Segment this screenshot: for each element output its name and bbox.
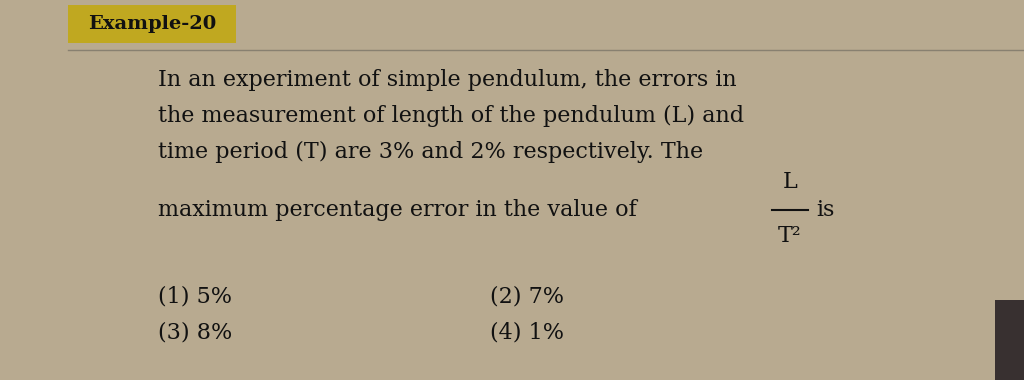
Text: the measurement of length of the pendulum (L) and: the measurement of length of the pendulu… <box>158 105 744 127</box>
Text: (3) 8%: (3) 8% <box>158 322 232 344</box>
Text: time period (T) are 3% and 2% respectively. The: time period (T) are 3% and 2% respective… <box>158 141 703 163</box>
Text: L: L <box>782 171 798 193</box>
Text: Example-20: Example-20 <box>88 15 216 33</box>
Text: (4) 1%: (4) 1% <box>490 322 564 344</box>
Text: is: is <box>816 199 835 221</box>
Text: In an experiment of simple pendulum, the errors in: In an experiment of simple pendulum, the… <box>158 69 736 91</box>
Text: maximum percentage error in the value of: maximum percentage error in the value of <box>158 199 637 221</box>
Text: (1) 5%: (1) 5% <box>158 286 232 308</box>
Text: T²: T² <box>778 225 802 247</box>
Text: (2) 7%: (2) 7% <box>490 286 564 308</box>
